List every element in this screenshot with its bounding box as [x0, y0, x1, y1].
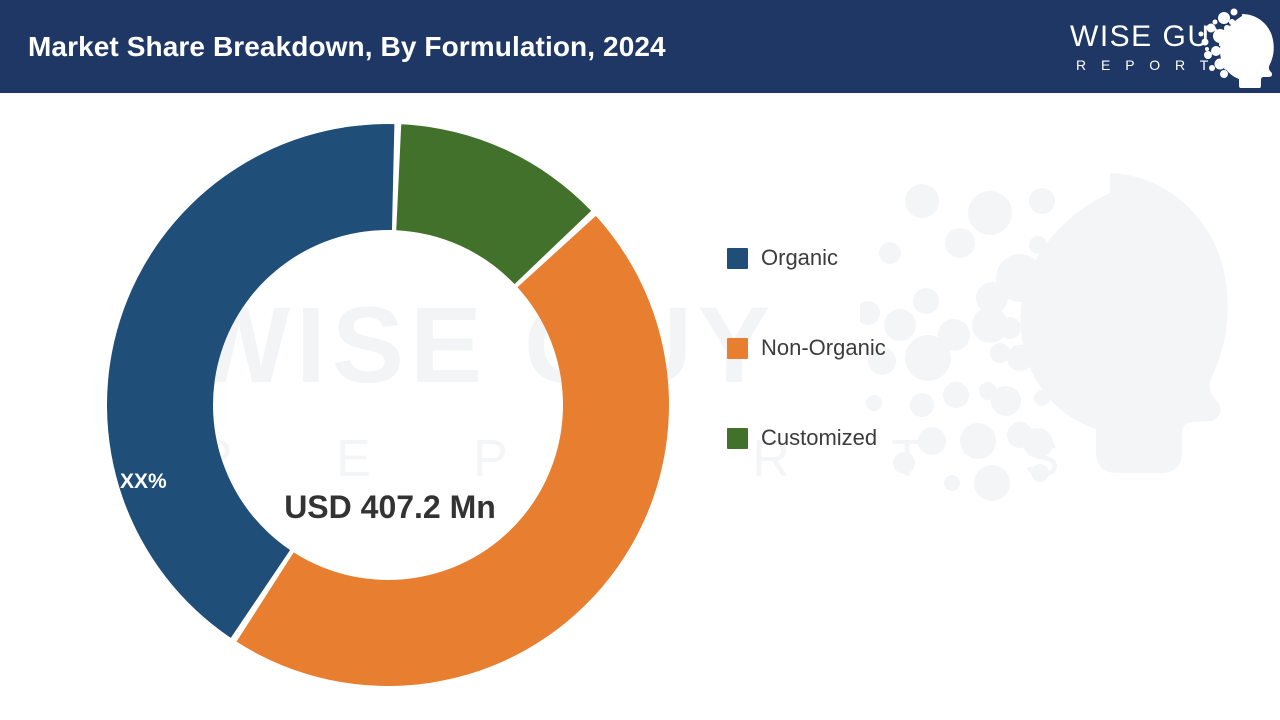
legend-swatch-non-organic — [727, 337, 748, 359]
page-title: Market Share Breakdown, By Formulation, … — [28, 31, 666, 62]
legend-label-non-organic: Non-Organic — [761, 335, 886, 360]
donut-svg — [106, 123, 670, 687]
page-header: Market Share Breakdown, By Formulation, … — [0, 0, 1280, 93]
svg-text:WISE GUY: WISE GUY — [1070, 20, 1232, 53]
legend-label-customized: Customized — [761, 425, 878, 450]
donut-slice-customized[interactable] — [396, 124, 592, 285]
slice-label-organic: XX% — [120, 470, 167, 493]
watermark-head-icon — [856, 153, 1280, 673]
slice-label-non-organic: 46.2% — [518, 658, 578, 681]
legend-item-customized[interactable]: Customized — [727, 423, 1007, 453]
donut-slice-organic[interactable] — [106, 123, 395, 638]
donut-slice-non-organic[interactable] — [236, 215, 670, 687]
legend-swatch-customized — [727, 427, 748, 449]
slice-label-customized: XX% — [410, 271, 457, 294]
chart-canvas: WISE GUY R E P O R T S — [0, 93, 1280, 720]
legend-item-non-organic[interactable]: Non-Organic — [727, 333, 1007, 363]
legend-label-organic: Organic — [761, 245, 839, 270]
chart-legend: Organic Non-Organic Customized — [727, 243, 1007, 513]
legend-swatch-organic — [727, 247, 748, 269]
watermark-wordmark: WISE GUY — [188, 284, 777, 405]
svg-text:R E P O R T S: R E P O R T S — [1076, 57, 1238, 73]
wise-guy-reports-logo: WISE GUY R E P O R T S — [1064, 6, 1274, 88]
legend-item-organic[interactable]: Organic — [727, 243, 1007, 273]
donut-chart: USD 407.2 Mn XX% XX% 46.2% — [100, 113, 680, 703]
